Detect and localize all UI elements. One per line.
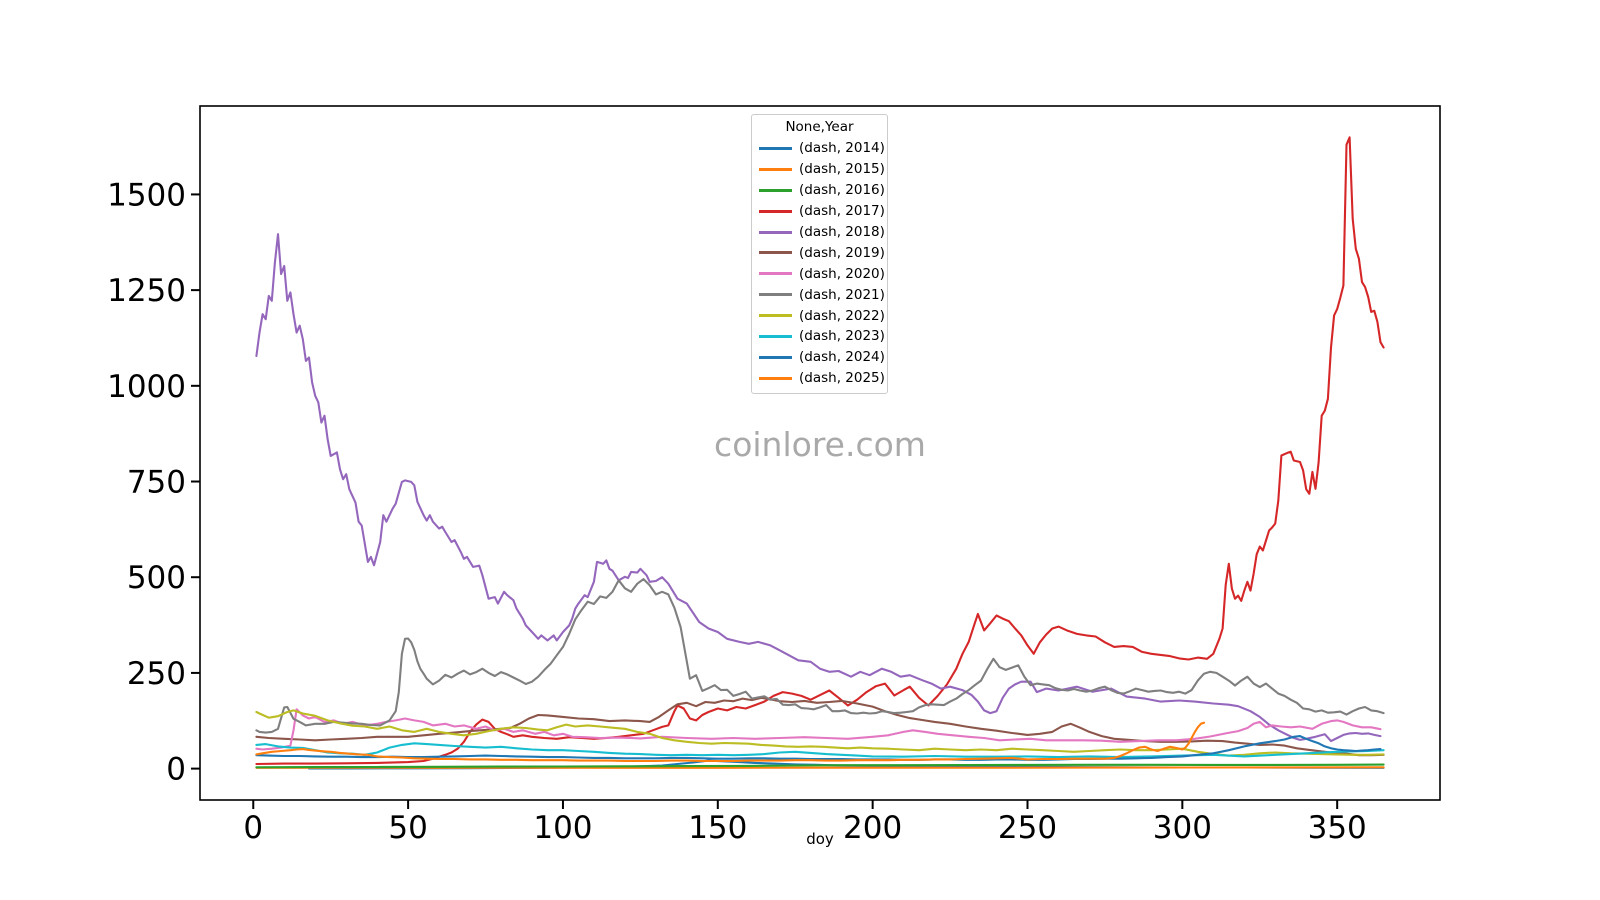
series-dash-2019 (255, 696, 1385, 757)
legend-item-label: (dash, 2020) (799, 265, 885, 282)
legend-item-label: (dash, 2019) (799, 244, 885, 261)
watermark-text: coinlore.com (714, 425, 926, 464)
legend-items: (dash, 2014) (dash, 2015) (dash, 2016) (das… (752, 138, 887, 389)
legend-item-label: (dash, 2024) (799, 349, 885, 366)
y-tick-label: 500 (127, 560, 186, 596)
x-axis-label: doy (806, 830, 834, 848)
y-tick-label: 0 (166, 752, 186, 788)
x-tick-label: 200 (843, 810, 902, 846)
legend-line-swatch (759, 167, 792, 171)
legend-box: None,Year (dash, 2014) (dash, 2015) (dash,… (751, 114, 888, 394)
x-tick-label: 50 (388, 810, 427, 846)
legend-line-swatch (759, 146, 792, 150)
series-dash-2024 (255, 735, 1382, 761)
legend-line-swatch (759, 230, 792, 234)
series-dash-2020 (255, 708, 1382, 751)
legend-line-swatch (759, 272, 792, 276)
x-tick-label: 300 (1153, 810, 1212, 846)
plot-border (199, 105, 1441, 801)
legend-item: (dash, 2015) (752, 159, 887, 180)
legend-line-swatch (759, 293, 792, 297)
series-dash-2022 (255, 709, 1385, 757)
series-dash-2021 (255, 578, 1385, 734)
legend-item: (dash, 2025) (752, 368, 887, 389)
series-dash-2016 (255, 763, 1385, 769)
series-dash-2018 (255, 233, 1382, 743)
legend-item: (dash, 2023) (752, 326, 887, 347)
legend-item: (dash, 2024) (752, 347, 887, 368)
legend-item: (dash, 2018) (752, 222, 887, 243)
legend-item-label: (dash, 2017) (799, 203, 885, 220)
y-tick-label: 250 (127, 656, 186, 692)
legend-item-label: (dash, 2021) (799, 286, 885, 303)
x-tick-label: 0 (243, 810, 263, 846)
legend-line-swatch (759, 376, 792, 380)
y-tick-label: 1500 (107, 177, 186, 213)
legend-item-label: (dash, 2016) (799, 182, 885, 199)
series-dash-2025 (255, 721, 1206, 763)
legend-item: (dash, 2021) (752, 284, 887, 305)
legend-item-label: (dash, 2025) (799, 370, 885, 387)
legend-line-swatch (759, 209, 792, 213)
legend-item-label: (dash, 2022) (799, 307, 885, 324)
x-tick-label: 150 (688, 810, 747, 846)
y-tick-label: 1000 (107, 369, 186, 405)
legend-title: None,Year (785, 119, 854, 135)
legend-item: (dash, 2016) (752, 180, 887, 201)
legend-line-swatch (759, 355, 792, 359)
legend-item-label: (dash, 2014) (799, 140, 885, 157)
legend-item: (dash, 2017) (752, 201, 887, 222)
legend-item-label: (dash, 2023) (799, 328, 885, 345)
legend-item: (dash, 2019) (752, 242, 887, 263)
legend-line-swatch (759, 251, 792, 255)
legend-item: (dash, 2020) (752, 263, 887, 284)
x-tick-label: 350 (1308, 810, 1367, 846)
series-dash-2023 (255, 742, 1385, 759)
legend-item-label: (dash, 2015) (799, 161, 885, 178)
legend-item: (dash, 2022) (752, 305, 887, 326)
y-tick-label: 750 (127, 465, 186, 501)
legend-item-label: (dash, 2018) (799, 224, 885, 240)
legend-line-swatch (759, 314, 792, 318)
x-tick-label: 100 (533, 810, 592, 846)
legend-item: (dash, 2014) (752, 138, 887, 159)
x-tick-label: 250 (998, 810, 1057, 846)
legend-line-swatch (759, 334, 792, 338)
legend-line-swatch (759, 188, 792, 192)
y-tick-label: 1250 (107, 273, 186, 309)
